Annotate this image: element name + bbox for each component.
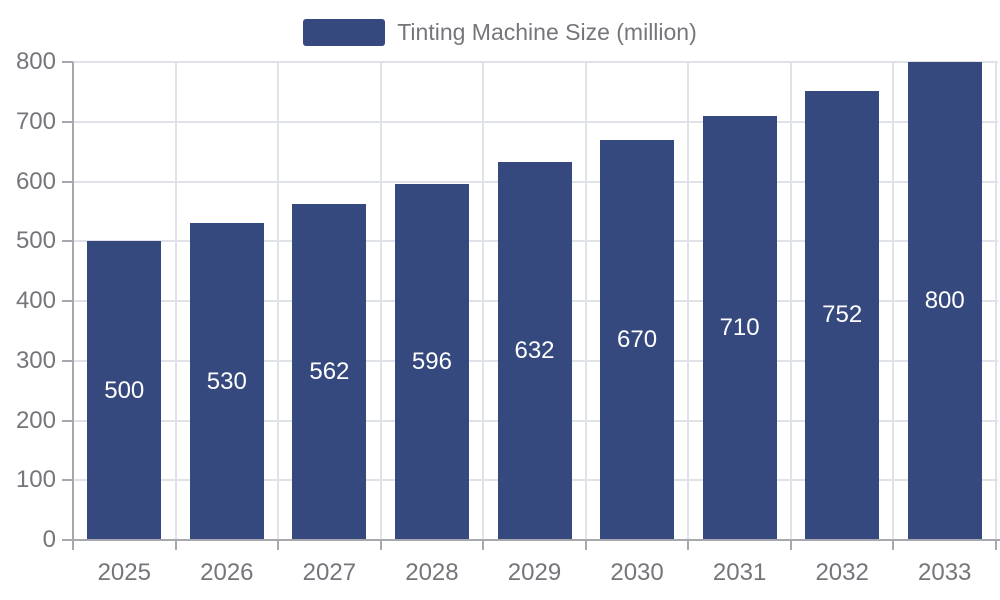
y-axis-tick (62, 180, 73, 183)
bar-value-label: 632 (514, 337, 555, 365)
bar-2032[interactable] (805, 90, 880, 539)
v-gridline (174, 62, 177, 540)
y-tick-label: 600 (15, 167, 56, 195)
legend-item[interactable]: Tinting Machine Size (million) (0, 12, 1000, 52)
legend-label: Tinting Machine Size (million) (397, 18, 697, 45)
x-axis-tick (379, 540, 382, 550)
y-tick-label: 400 (15, 287, 56, 314)
y-axis-tick (62, 359, 73, 362)
legend-swatch (303, 18, 386, 46)
x-tick-label: 2032 (815, 559, 869, 586)
h-gridline (73, 61, 998, 63)
v-gridline (789, 62, 792, 540)
v-gridline (482, 62, 485, 540)
bar-2025[interactable] (87, 241, 162, 539)
bar-2029[interactable] (497, 162, 572, 539)
h-gridline (73, 120, 998, 123)
y-axis-line (72, 62, 74, 541)
x-axis-tick (174, 540, 177, 550)
v-gridline (379, 62, 382, 540)
bar-2030[interactable] (600, 139, 675, 539)
x-tick-label: 2025 (97, 559, 151, 586)
v-gridline (892, 62, 895, 540)
bar-value-label: 530 (206, 367, 247, 395)
bar-value-label: 500 (104, 376, 145, 404)
x-tick-label: 2031 (712, 559, 767, 586)
x-tick-label: 2033 (918, 559, 972, 586)
y-tick-label: 800 (15, 48, 56, 75)
x-axis-tick (277, 540, 280, 550)
y-axis-tick (62, 300, 73, 302)
v-gridline (995, 62, 997, 540)
bar-value-label: 670 (617, 325, 658, 353)
x-axis-tick (995, 540, 997, 550)
v-gridline (687, 62, 690, 540)
y-axis-tick (62, 61, 73, 63)
v-gridline (584, 62, 587, 540)
bar-value-label: 800 (924, 287, 965, 314)
x-tick-label: 2028 (405, 559, 459, 586)
x-axis-tick (789, 540, 792, 550)
x-axis-tick (482, 540, 485, 550)
y-tick-label: 0 (42, 526, 56, 553)
x-axis-tick (584, 540, 587, 550)
x-tick-label: 2026 (200, 559, 254, 586)
bar-2033[interactable] (907, 62, 982, 539)
x-axis-tick (72, 540, 74, 550)
y-axis-tick (62, 240, 73, 243)
x-axis-line (62, 539, 1000, 541)
x-axis-tick (892, 540, 895, 550)
bar-value-label: 596 (411, 347, 452, 375)
x-tick-label: 2030 (610, 559, 664, 586)
bar-2031[interactable] (702, 115, 777, 539)
x-tick-label: 2029 (507, 559, 562, 586)
bar-value-label: 752 (822, 301, 863, 329)
y-axis-tick (62, 419, 73, 422)
y-axis-tick (62, 120, 73, 123)
x-tick-label: 2027 (302, 559, 357, 586)
v-gridline (277, 62, 280, 540)
y-tick-label: 300 (15, 346, 56, 374)
y-tick-label: 700 (15, 107, 56, 135)
y-tick-label: 200 (15, 406, 56, 434)
bar-2026[interactable] (189, 223, 264, 539)
bar-2028[interactable] (394, 183, 469, 539)
bar-value-label: 710 (719, 313, 760, 341)
bar-2027[interactable] (292, 204, 367, 539)
y-tick-label: 500 (15, 227, 56, 255)
y-axis-tick (62, 479, 73, 482)
bar-value-label: 562 (309, 358, 350, 386)
x-axis-tick (687, 540, 690, 550)
y-tick-label: 100 (15, 466, 56, 494)
